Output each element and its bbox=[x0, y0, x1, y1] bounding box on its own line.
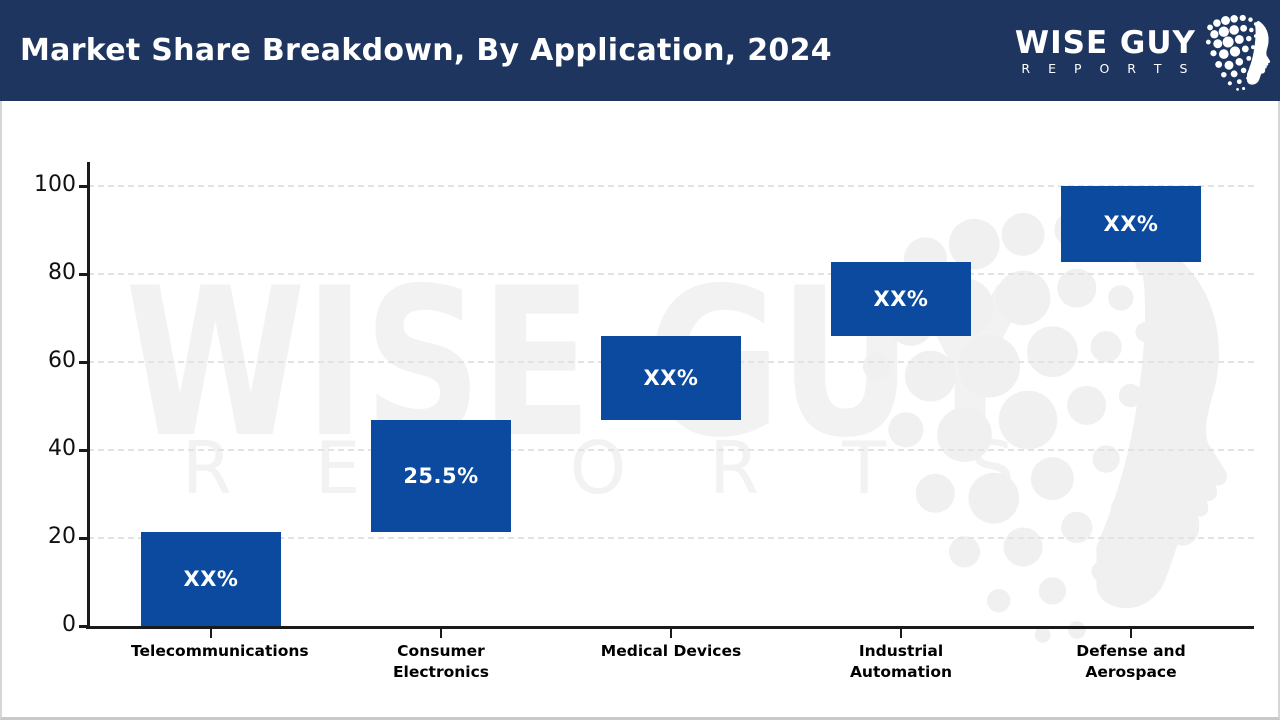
x-category-label: Consumer Electronics bbox=[392, 642, 490, 681]
y-axis-line bbox=[87, 162, 90, 629]
gridline-100 bbox=[88, 185, 1254, 187]
logo-subtitle: R E P O R T S bbox=[1021, 61, 1195, 76]
x-category-label: Defense and Aerospace bbox=[1076, 642, 1186, 681]
page-title: Market Share Breakdown, By Application, … bbox=[20, 33, 832, 68]
gridline-80 bbox=[88, 273, 1254, 275]
wiseguy-logo: WISE GUY R E P O R T S bbox=[1015, 5, 1272, 97]
x-tick-mark bbox=[669, 629, 673, 638]
bar-value-label: XX% bbox=[183, 566, 239, 591]
x-tick-mark bbox=[439, 629, 443, 638]
x-tick-mark bbox=[209, 629, 213, 638]
bar-telecommunications: XX% bbox=[141, 531, 281, 626]
bar-defense-and-aerospace: XX% bbox=[1061, 186, 1201, 262]
wiseguy-face-icon bbox=[1205, 14, 1271, 91]
y-tick-label: 100 bbox=[34, 172, 76, 197]
y-tick-mark bbox=[79, 449, 88, 452]
bar-value-label: XX% bbox=[643, 366, 699, 391]
bar-value-label: XX% bbox=[1103, 211, 1159, 236]
x-category-label: Medical Devices bbox=[600, 642, 742, 660]
y-tick-label: 20 bbox=[48, 524, 76, 549]
bar-value-label: XX% bbox=[873, 287, 929, 312]
bar-value-label: 25.5% bbox=[403, 463, 479, 488]
bar-consumer-electronics: 25.5% bbox=[371, 419, 511, 532]
x-axis-line bbox=[86, 626, 1254, 629]
x-category-label: Industrial Automation bbox=[849, 642, 953, 681]
y-tick-label: 40 bbox=[48, 436, 76, 461]
y-tick-mark bbox=[79, 185, 88, 188]
bar-medical-devices: XX% bbox=[601, 336, 741, 420]
bar-industrial-automation: XX% bbox=[831, 261, 971, 337]
y-tick-label: 0 bbox=[62, 612, 76, 637]
gridline-20 bbox=[88, 537, 1254, 539]
y-tick-mark bbox=[79, 273, 88, 276]
x-category-label: Telecommunications bbox=[131, 642, 309, 660]
y-tick-label: 60 bbox=[48, 348, 76, 373]
x-tick-mark bbox=[899, 629, 903, 638]
y-tick-mark bbox=[79, 537, 88, 540]
logo-wordmark: WISE GUY bbox=[1014, 25, 1196, 61]
header-bar: Market Share Breakdown, By Application, … bbox=[0, 0, 1280, 101]
gridline-40 bbox=[88, 449, 1254, 451]
wiseguy-logo-text: WISE GUY R E P O R T S bbox=[1015, 26, 1196, 76]
y-tick-label: 80 bbox=[48, 260, 76, 285]
y-tick-mark bbox=[79, 625, 88, 628]
y-tick-mark bbox=[79, 361, 88, 364]
x-tick-mark bbox=[1129, 629, 1133, 638]
